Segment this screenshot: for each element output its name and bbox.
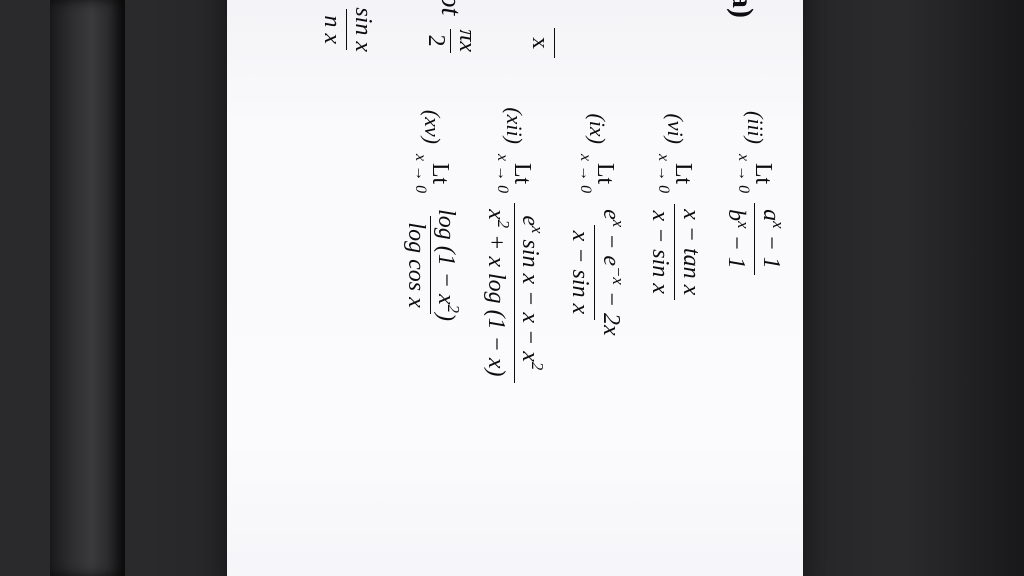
shadow-right	[904, 0, 1024, 576]
problem-number: (ix)	[584, 88, 610, 154]
problem-list: (iii) Lt x → 0 ax − 1 bx − 1 (vi) Lt x →…	[383, 88, 788, 508]
limit-operator: Lt x → 0	[655, 154, 695, 193]
fraction: ex − e−x − 2x x − sin x	[565, 203, 627, 342]
problem-vi: (vi) Lt x → 0 x − tan x x − sin x	[646, 88, 704, 508]
limit-operator: Lt x → 0	[412, 154, 452, 193]
problem-number: (xv)	[419, 88, 445, 154]
problem-xv: (xv) Lt x → 0 log (1 − x2) log cos x	[401, 88, 463, 508]
fragment-2a: 2 (a)	[721, 0, 763, 58]
problem-ix: (ix) Lt x → 0 ex − e−x − 2x x − sin x	[565, 88, 627, 508]
limit-operator: Lt x → 0	[494, 154, 534, 193]
fraction: ex sin x − x − x2 x2 + x log (1 − x)	[481, 203, 547, 382]
fragment-over-x: x	[526, 28, 585, 58]
limit-operator: Lt x → 0	[735, 154, 775, 193]
fraction: ax − 1 bx − 1	[722, 203, 788, 275]
fraction: log (1 − x2) log cos x	[401, 203, 463, 327]
book-spine	[50, 0, 125, 576]
problem-number: (vi)	[662, 88, 688, 154]
limit-operator: Lt x → 0	[577, 154, 617, 193]
problem-number: (iii)	[742, 88, 768, 154]
problem-iii: (iii) Lt x → 0 ax − 1 bx − 1	[722, 88, 788, 508]
fraction: x − tan x x − sin x	[646, 203, 704, 301]
left-crop-fragments: 2 (a) x − x) cot πx 2 sin x n x	[271, 0, 763, 58]
problem-number: (xii)	[501, 88, 527, 154]
fragment-minus-x-cot: − x) cot πx 2	[422, 0, 480, 58]
problem-xii: (xii) Lt x → 0 ex sin x − x − x2 x2 + x …	[481, 88, 547, 508]
fragment-sinx-over-nx: sin x n x	[317, 1, 375, 58]
textbook-page: 2 (a) x − x) cot πx 2 sin x n x (iii) Lt…	[227, 0, 803, 576]
